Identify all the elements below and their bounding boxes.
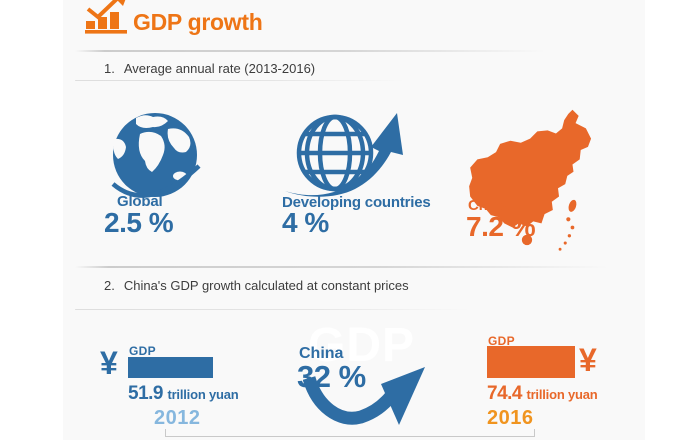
china-map-icon [469,109,592,251]
rate-value-china: 7.2 % [466,211,536,242]
amount-2016: 74.4 [487,383,522,404]
gdp-watermark: GDP [308,319,416,372]
rate-label-global: Global [117,193,163,210]
section-2-heading: 2. China's GDP growth calculated at cons… [104,278,409,293]
divider [75,50,565,52]
divider [75,309,470,310]
globe-arrow-icon [285,113,403,197]
section-1-title: Average annual rate (2013-2016) [123,61,316,76]
gdp-label-2016: GDP [488,334,515,348]
amount-2012: 51.9 [128,383,163,404]
gdp-bar-2016 [487,346,575,378]
rate-label-developing: Developing countries [282,194,431,211]
rate-label-china: China [468,197,509,214]
yuan-symbol-2016: ¥ [579,342,597,378]
divider [75,80,405,81]
gdp-label-2012: GDP [129,344,156,358]
section-1-number: 1. [104,61,115,76]
section-2-number: 2. [104,278,115,293]
year-2016: 2016 [487,407,534,429]
yuan-symbol-2012: ¥ [100,345,118,381]
growth-arrow-icon [303,367,425,425]
unit-2016: trillion yuan [526,387,598,402]
gdp-amount-2012: 51.9 trillion yuan [128,383,239,405]
globe-icon [111,113,201,198]
gdp-amount-2016: 74.4 trillion yuan [487,383,598,405]
divider [75,266,630,268]
rate-value-global: 2.5 % [104,207,174,238]
rate-value-developing: 4 % [282,207,329,238]
gdp-bar-2012 [128,357,213,378]
timeline-bracket [165,429,535,437]
page-title: GDP growth [133,9,263,35]
year-2012: 2012 [154,407,201,429]
growth-label: China [299,345,344,362]
section-1-heading: 1. Average annual rate (2013-2016) [104,61,315,76]
bar-chart-growth-icon [85,0,127,34]
unit-2012: trillion yuan [167,387,239,402]
section-2-title: China's GDP growth calculated at constan… [123,278,409,293]
